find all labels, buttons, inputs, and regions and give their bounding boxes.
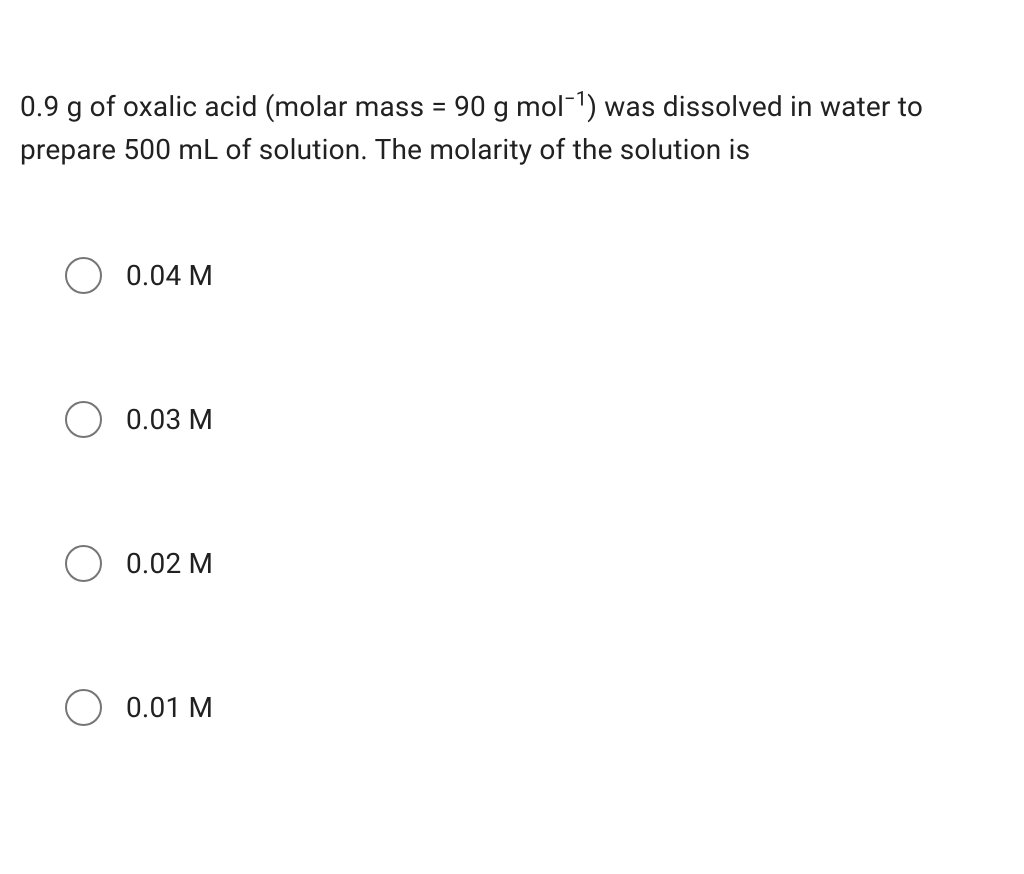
question-text-pre: 0.9 g of oxalic acid (molar mass = 90 g … (20, 90, 564, 123)
radio-button-b[interactable] (65, 401, 102, 438)
question-superscript: −1 (564, 87, 587, 111)
option-label-b: 0.03 M (126, 403, 213, 436)
options-container: 0.04 M 0.03 M 0.02 M 0.01 M (20, 257, 1004, 726)
option-a[interactable]: 0.04 M (65, 257, 1004, 294)
option-label-a: 0.04 M (126, 259, 213, 292)
option-d[interactable]: 0.01 M (65, 689, 1004, 726)
option-c[interactable]: 0.02 M (65, 545, 1004, 582)
radio-button-d[interactable] (65, 689, 102, 726)
option-label-c: 0.02 M (126, 547, 213, 580)
option-label-d: 0.01 M (126, 691, 213, 724)
radio-button-c[interactable] (65, 545, 102, 582)
question-text: 0.9 g of oxalic acid (molar mass = 90 g … (20, 85, 980, 172)
option-b[interactable]: 0.03 M (65, 401, 1004, 438)
radio-button-a[interactable] (65, 257, 102, 294)
